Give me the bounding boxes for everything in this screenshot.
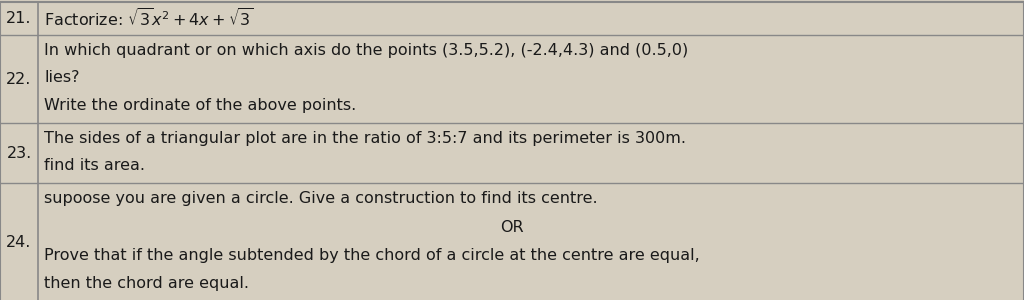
Text: Prove that if the angle subtended by the chord of a circle at the centre are equ: Prove that if the angle subtended by the… [44, 248, 699, 263]
Text: 23.: 23. [6, 146, 32, 160]
Text: supoose you are given a circle. Give a construction to find its centre.: supoose you are given a circle. Give a c… [44, 191, 598, 206]
Text: 24.: 24. [6, 235, 32, 250]
Text: find its area.: find its area. [44, 158, 145, 173]
Text: In which quadrant or on which axis do the points (3.5,5.2), (-2.4,4.3) and (0.5,: In which quadrant or on which axis do th… [44, 43, 688, 58]
Text: OR: OR [500, 220, 524, 235]
Text: The sides of a triangular plot are in the ratio of 3:5:7 and its perimeter is 30: The sides of a triangular plot are in th… [44, 131, 686, 146]
Text: lies?: lies? [44, 70, 80, 86]
Text: 22.: 22. [6, 71, 32, 86]
Text: then the chord are equal.: then the chord are equal. [44, 276, 249, 291]
Text: Write the ordinate of the above points.: Write the ordinate of the above points. [44, 98, 356, 113]
Text: Factorize: $\sqrt{3}x^2+4x+\sqrt{3}$: Factorize: $\sqrt{3}x^2+4x+\sqrt{3}$ [44, 8, 254, 29]
Text: 21.: 21. [6, 11, 32, 26]
